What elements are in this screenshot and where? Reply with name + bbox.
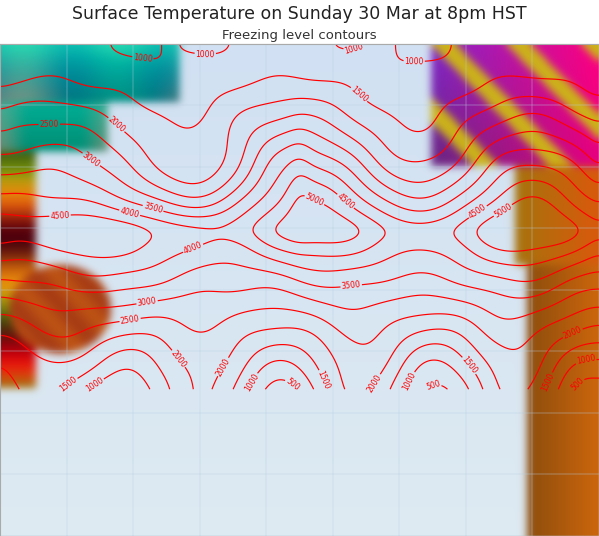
Text: 1000: 1000 [133, 53, 153, 64]
Text: 2000: 2000 [169, 348, 188, 369]
Text: 1500: 1500 [316, 369, 331, 391]
Text: 1000: 1000 [576, 354, 596, 367]
Text: 3000: 3000 [137, 296, 158, 308]
Text: 2500: 2500 [120, 314, 140, 326]
Text: Surface Temperature on Sunday 30 Mar at 8pm HST: Surface Temperature on Sunday 30 Mar at … [72, 5, 527, 23]
Text: 2000: 2000 [365, 373, 383, 394]
Text: 2000: 2000 [106, 115, 127, 135]
Text: 3500: 3500 [143, 202, 164, 215]
Text: 1500: 1500 [58, 375, 79, 394]
Text: 1500: 1500 [540, 371, 556, 393]
Text: Freezing level contours: Freezing level contours [222, 28, 377, 42]
Text: 3500: 3500 [341, 280, 361, 292]
Text: 4000: 4000 [119, 206, 140, 220]
Text: 1000: 1000 [344, 42, 365, 56]
Text: 4500: 4500 [50, 211, 70, 221]
Text: 3000: 3000 [81, 150, 102, 169]
Text: 2000: 2000 [214, 356, 232, 377]
Text: 1000: 1000 [404, 57, 424, 66]
Text: 500: 500 [570, 376, 586, 393]
Text: 500: 500 [284, 376, 301, 392]
Text: 1500: 1500 [460, 355, 479, 376]
Text: 4500: 4500 [467, 203, 488, 221]
Text: 1000: 1000 [243, 371, 261, 393]
Text: 4500: 4500 [335, 192, 356, 211]
Text: 1000: 1000 [84, 376, 105, 394]
Text: 5000: 5000 [304, 192, 325, 208]
Text: 1000: 1000 [195, 49, 215, 59]
Text: 2500: 2500 [40, 120, 59, 129]
Text: 4000: 4000 [182, 241, 204, 256]
Text: 500: 500 [425, 379, 441, 392]
Text: 1500: 1500 [349, 85, 370, 104]
Text: 1000: 1000 [401, 371, 418, 392]
Text: 2000: 2000 [562, 325, 583, 341]
Text: 5000: 5000 [492, 202, 513, 219]
